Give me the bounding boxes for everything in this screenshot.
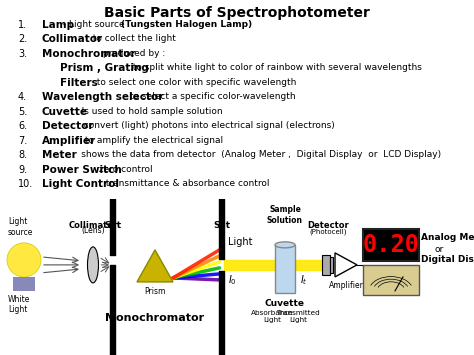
Text: to collect the light: to collect the light [87,34,176,43]
Ellipse shape [275,242,295,248]
Text: (Tungsten Halogen Lamp): (Tungsten Halogen Lamp) [121,20,252,29]
Text: $I_0$: $I_0$ [228,273,237,287]
Text: Prism , Grating: Prism , Grating [60,64,149,73]
Text: 8.: 8. [18,151,27,160]
Text: White
Light: White Light [8,295,30,314]
Text: Power Switch: Power Switch [42,165,122,175]
Text: to amplify the electrical signal: to amplify the electrical signal [82,136,224,145]
Text: shows the data from detector  (Analog Meter ,  Digital Display  or  LCD Display): shows the data from detector (Analog Met… [64,151,442,159]
Text: or: or [435,245,444,254]
Polygon shape [335,253,357,277]
Text: 2.: 2. [18,34,27,44]
Bar [330,257,333,273]
Text: :to split white light to color of rainbow with several wavelengths: :to split white light to color of rainbo… [128,64,422,72]
Text: Detector: Detector [307,221,349,230]
Text: 3.: 3. [18,49,27,59]
Text: Monochromator: Monochromator [42,49,136,59]
Text: Light Control: Light Control [42,179,119,189]
Text: zero control: zero control [96,165,153,174]
Text: 5.: 5. [18,107,27,117]
Text: 7.: 7. [18,136,27,146]
Text: - Light source: - Light source [60,20,128,29]
Text: Light
source: Light source [8,218,33,237]
Text: Absorbance
Light: Absorbance Light [251,310,293,323]
Text: $I_t$: $I_t$ [300,273,308,287]
Text: Cuvette: Cuvette [265,299,305,308]
Text: Lamp: Lamp [42,20,74,30]
Text: (Photocell): (Photocell) [309,228,347,235]
Text: Wavelength selector: Wavelength selector [42,92,164,102]
Text: Cuvette: Cuvette [42,107,88,117]
Text: transmittance & absorbance control: transmittance & absorbance control [100,179,270,188]
Text: to select a specific color-wavelength: to select a specific color-wavelength [128,92,296,102]
Circle shape [7,243,41,277]
Text: Slit: Slit [104,221,121,230]
Text: Meter: Meter [42,151,77,160]
Bar [322,255,330,275]
Bar [363,265,419,295]
Text: Amplifier: Amplifier [328,281,364,290]
Text: Sample
Solution: Sample Solution [267,206,303,225]
Text: Collimator: Collimator [68,221,118,230]
Polygon shape [137,250,173,282]
Polygon shape [13,277,35,291]
Text: 1.: 1. [18,20,27,30]
Text: Basic Parts of Spectrophotometer: Basic Parts of Spectrophotometer [104,6,370,20]
Text: to select one color with specific wavelength: to select one color with specific wavele… [91,78,297,87]
Text: Detector: Detector [42,121,93,131]
Text: (Lens): (Lens) [81,226,105,235]
Text: Digital Display: Digital Display [421,255,474,264]
Text: Amplifier: Amplifier [42,136,96,146]
Ellipse shape [88,247,99,283]
Text: 10.: 10. [18,179,33,189]
Text: Prism: Prism [144,287,166,296]
Text: Analog Meter: Analog Meter [421,233,474,242]
Bar [363,229,419,261]
Text: 6.: 6. [18,121,27,131]
Text: Slit: Slit [213,221,230,230]
Bar [275,245,295,293]
Text: Collimator: Collimator [42,34,103,44]
Text: 9.: 9. [18,165,27,175]
Text: Filters: Filters [60,78,98,88]
Text: Is used to hold sample solution: Is used to hold sample solution [73,107,223,116]
Text: Transmitted
Light: Transmitted Light [277,310,319,323]
Text: produced by :: produced by : [100,49,166,58]
Text: Light: Light [228,237,253,247]
Text: convert (light) photons into electrical signal (electrons): convert (light) photons into electrical … [78,121,335,130]
Text: 4.: 4. [18,92,27,102]
Text: 0.20: 0.20 [363,233,419,257]
Text: Monochromator: Monochromator [105,313,205,323]
